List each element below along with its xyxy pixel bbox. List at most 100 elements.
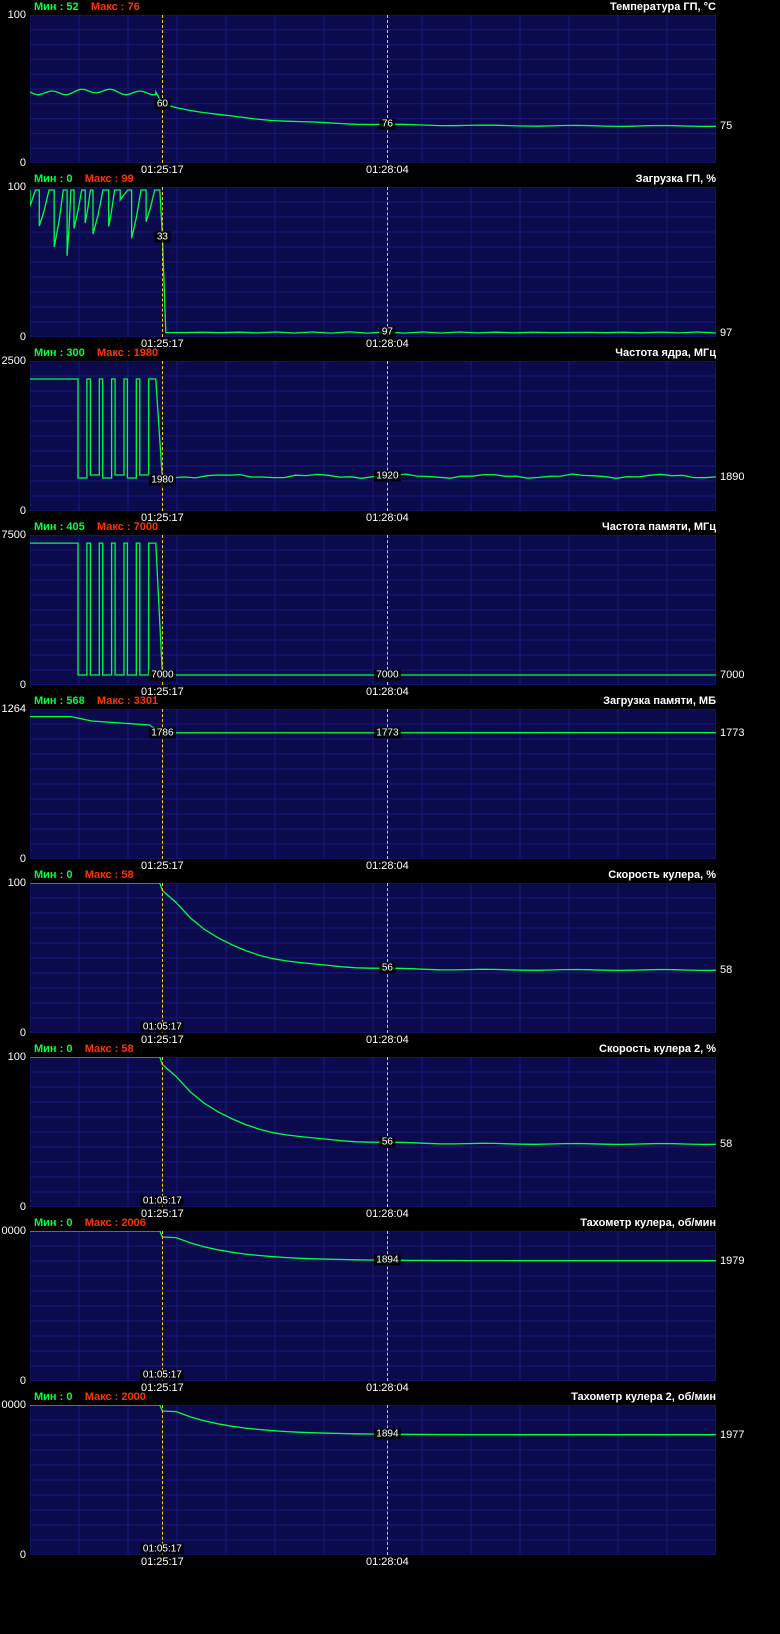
chart-memclock: 70007000 Мин : 405 Макс : 7000 Частота п… [0,520,780,694]
max-label: Макс : 99 [85,173,134,185]
marker1-value: 7000 [149,670,175,681]
marker2-value: 97 [380,326,395,337]
marker1-value: 01:05:17 [141,1370,184,1381]
monitoring-charts-container: 6076 Мин : 52 Макс : 76 Температура ГП, … [0,0,780,1634]
chart-header: Мин : 568 Макс : 3301 Загрузка памяти, М… [34,695,716,709]
marker-line-2[interactable] [387,1231,388,1381]
ytick-label: 0 [0,331,26,343]
marker-line-2[interactable] [387,15,388,163]
marker-line-2[interactable] [387,1057,388,1207]
plot-area[interactable]: 01:05:17 56 [30,1057,716,1207]
marker-line-2[interactable] [387,187,388,337]
chart-title: Скорость кулера, % [608,869,716,881]
min-label: Мин : 52 [34,1,79,13]
min-label: Мин : 568 [34,695,85,707]
current-value: 1890 [720,471,776,483]
marker-line-2[interactable] [387,883,388,1033]
marker-line-1[interactable] [162,361,163,511]
marker-line-2[interactable] [387,361,388,511]
chart-title: Скорость кулера 2, % [599,1043,716,1055]
ytick-label: 0 [0,157,26,169]
marker2-value: 1773 [374,727,400,738]
chart-coreclock: 1980 1920 Мин : 300 Макс : 1980 Частота я… [0,346,780,520]
plot-area[interactable]: 3397 [30,187,716,337]
ytick-label: 0 [0,1201,26,1213]
current-value: 58 [720,1138,776,1150]
current-value: 58 [720,964,776,976]
max-label: Макс : 2006 [85,1217,146,1229]
max-label: Макс : 58 [85,869,134,881]
chart-header: Мин : 0 Макс : 2000 Тахометр кулера 2, о… [34,1391,716,1405]
marker-line-1[interactable] [162,15,163,163]
marker-line-1[interactable] [162,1405,163,1555]
data-line [30,883,716,1033]
chart-title: Тахометр кулера 2, об/мин [571,1391,716,1403]
plot-area[interactable]: 70007000 [30,535,716,685]
max-label: Макс : 76 [91,1,140,13]
xtick-marker2: 01:28:04 [366,1556,409,1568]
plot-area[interactable]: 01:05:171894 [30,1405,716,1555]
chart-header: Мин : 52 Макс : 76 Температура ГП, °C [34,1,716,15]
current-value: 1977 [720,1429,776,1441]
plot-area[interactable]: 1786 1773 [30,709,716,859]
max-label: Макс : 3301 [97,695,158,707]
plot-area[interactable]: 01:05:1756 [30,883,716,1033]
min-label: Мин : 0 [34,869,72,881]
marker2-value: 76 [380,119,395,130]
data-line [30,187,716,337]
ytick-label: 7500 [0,529,26,541]
marker2-value: 1894 [374,1255,400,1266]
marker1-value: 1786 [149,727,175,738]
marker1-value: 1980 [149,474,175,485]
ytick-label: 100 [0,181,26,193]
marker2-value: 56 [380,963,395,974]
plot-area[interactable]: 1980 1920 [30,361,716,511]
marker2-value: 56 [380,1137,395,1148]
marker1-value: 01:05:17 [141,1196,184,1207]
ytick-label: 1264 [0,703,26,715]
min-label: Мин : 0 [34,1043,72,1055]
marker2-value: 1920 [374,470,400,481]
min-label: Мин : 0 [34,1391,72,1403]
chart-gpuload: 3397 Мин : 0 Макс : 99 Загрузка ГП, % 10… [0,172,780,346]
ytick-label: 100 [0,877,26,889]
data-line [30,1405,716,1555]
chart-title: Частота ядра, МГц [615,347,716,359]
chart-header: Мин : 0 Макс : 58 Скорость кулера 2, % [34,1043,716,1057]
ytick-label: 0 [0,679,26,691]
chart-title: Частота памяти, МГц [602,521,716,533]
current-value: 7000 [720,669,776,681]
chart-header: Мин : 0 Макс : 58 Скорость кулера, % [34,869,716,883]
plot-area[interactable]: 6076 [30,15,716,163]
marker-line-2[interactable] [387,535,388,685]
ytick-label: 0 [0,1027,26,1039]
chart-title: Загрузка памяти, МБ [603,695,716,707]
chart-tach1: 01:05:17 1894 Мин : 0 Макс : 2006 Тахомет… [0,1216,780,1390]
marker2-value: 1894 [374,1429,400,1440]
ytick-label: 0 [0,1549,26,1561]
chart-title: Тахометр кулера, об/мин [580,1217,716,1229]
marker-line-1[interactable] [162,1231,163,1381]
chart-title: Температура ГП, °C [610,1,716,13]
min-label: Мин : 0 [34,1217,72,1229]
ytick-label: 0000 [0,1225,26,1237]
data-line [30,361,716,511]
chart-header: Мин : 300 Макс : 1980 Частота ядра, МГц [34,347,716,361]
ytick-label: 0 [0,853,26,865]
chart-tach2: 01:05:171894 Мин : 0 Макс : 2000 Тахомет… [0,1390,780,1564]
current-value: 1979 [720,1255,776,1267]
marker-line-1[interactable] [162,883,163,1033]
chart-memload: 1786 1773 Мин : 568 Макс : 3301 Загрузка … [0,694,780,868]
marker-line-1[interactable] [162,535,163,685]
chart-temp: 6076 Мин : 52 Макс : 76 Температура ГП, … [0,0,780,172]
max-label: Макс : 58 [85,1043,134,1055]
marker-line-2[interactable] [387,1405,388,1555]
marker-line-1[interactable] [162,1057,163,1207]
data-line [30,535,716,685]
min-label: Мин : 300 [34,347,85,359]
chart-header: Мин : 0 Макс : 2006 Тахометр кулера, об/… [34,1217,716,1231]
plot-area[interactable]: 01:05:17 1894 [30,1231,716,1381]
data-line [30,1231,716,1381]
data-line [30,709,716,859]
marker-line-1[interactable] [162,187,163,337]
